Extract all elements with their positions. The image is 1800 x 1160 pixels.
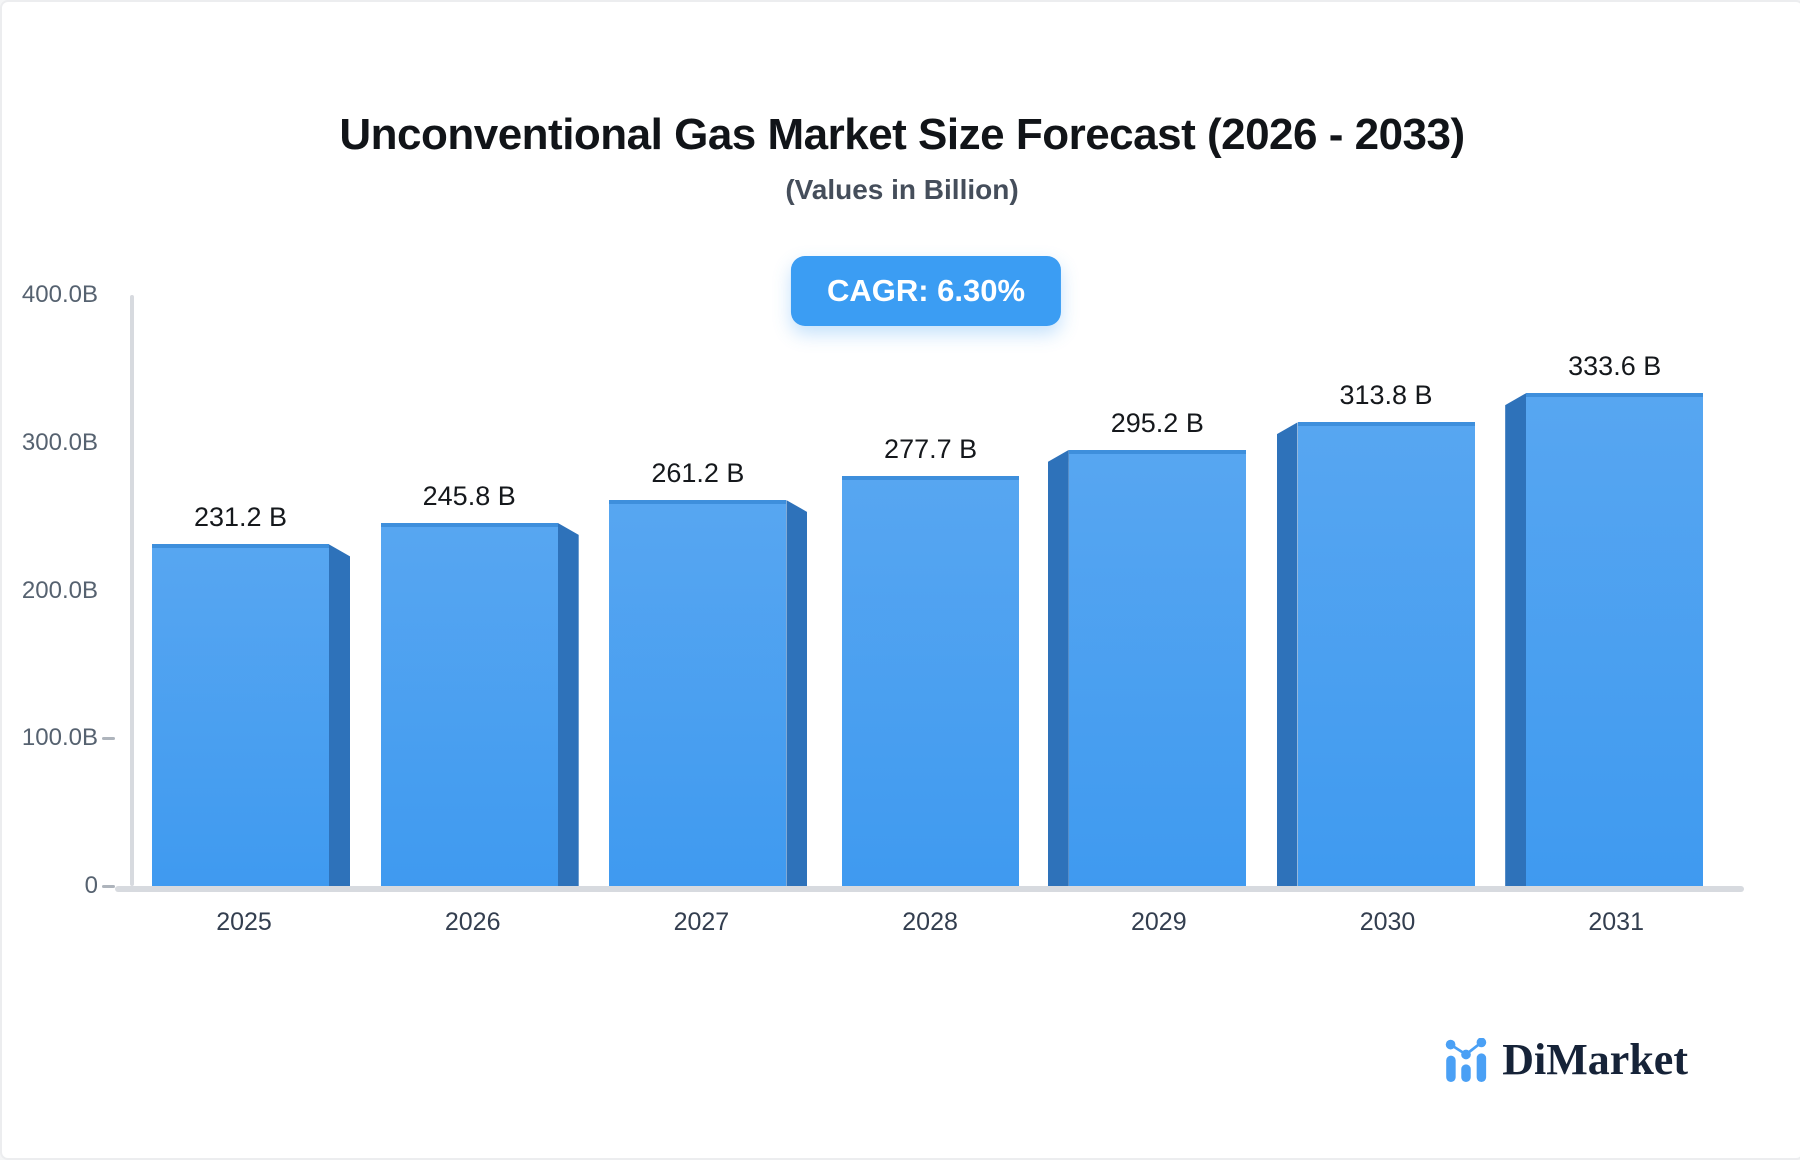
- x-axis-label: 2030: [1359, 908, 1416, 936]
- chart-title: Unconventional Gas Market Size Forecast …: [339, 110, 1465, 159]
- y-axis-label: 300.0B: [21, 428, 98, 456]
- x-axis-label: 2031: [1588, 908, 1644, 936]
- bar-value-label: 277.7 B: [884, 433, 978, 464]
- bar-side-face: [329, 544, 350, 886]
- bar-2029: [1068, 449, 1246, 886]
- brand-name: DiMarket: [1502, 1035, 1688, 1084]
- bar-value-label: 313.8 B: [1339, 380, 1433, 411]
- cagr-badge: CAGR: 6.30%: [790, 256, 1062, 326]
- bar-side-face: [1505, 393, 1527, 886]
- bar-side-face: [1276, 422, 1298, 886]
- x-axis-label: 2028: [902, 908, 958, 936]
- y-axis-label: 100.0B: [21, 724, 98, 752]
- bar-2025: [152, 544, 329, 886]
- bar-value-label: 261.2 B: [651, 458, 745, 489]
- y-axis-tick: [102, 884, 115, 888]
- bar-2028: [842, 475, 1020, 886]
- bar-2030: [1297, 422, 1475, 886]
- y-axis-line: [130, 295, 134, 886]
- bar-2027: [609, 500, 787, 886]
- x-axis-label: 2026: [444, 908, 501, 936]
- bar-2026: [380, 522, 558, 886]
- x-axis-label: 2025: [216, 908, 272, 936]
- chart-subtitle: (Values in Billion): [785, 174, 1019, 205]
- x-axis-label: 2029: [1130, 908, 1187, 936]
- bar-2031: [1526, 393, 1704, 886]
- bar-side-face: [1047, 449, 1069, 886]
- y-axis-tick: [102, 736, 115, 740]
- bar-value-label: 245.8 B: [422, 480, 516, 511]
- brand-chart-icon: [1446, 1038, 1487, 1082]
- y-axis-label: 0: [84, 872, 98, 899]
- brand-logo: DiMarket: [1444, 1038, 1688, 1082]
- x-axis-baseline: [115, 886, 1744, 892]
- bar-value-label: 295.2 B: [1110, 407, 1204, 438]
- y-axis-label: 200.0B: [21, 576, 98, 604]
- bar-side-face: [557, 522, 579, 886]
- bar-side-face: [786, 500, 808, 886]
- y-axis-label: 400.0B: [21, 281, 98, 308]
- bar-value-label: 231.2 B: [193, 502, 288, 533]
- bar-value-label: 333.6 B: [1568, 351, 1662, 382]
- x-axis-label: 2027: [673, 908, 730, 936]
